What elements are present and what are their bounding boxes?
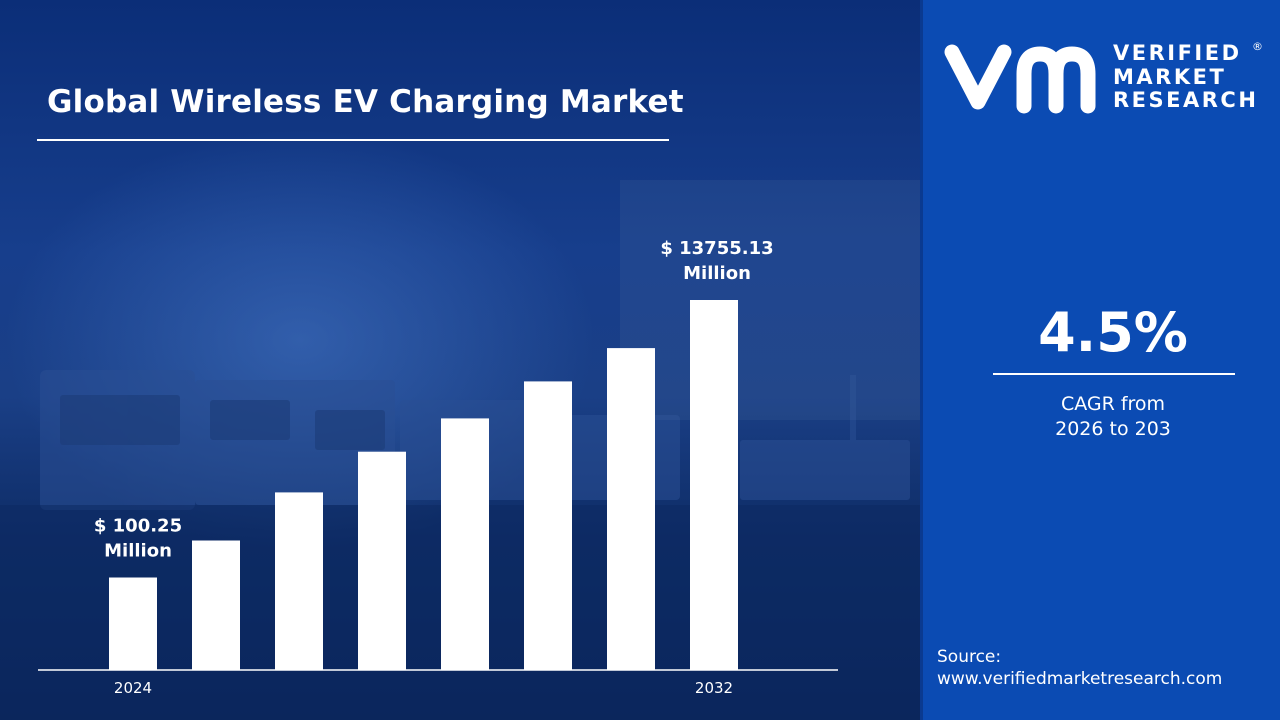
cagr-label: CAGR from 2026 to 203 (993, 392, 1233, 442)
data-label-7-line1: $ 13755.13 (660, 238, 773, 259)
bar-1 (192, 540, 240, 670)
data-label-7-line2: Million (683, 263, 751, 284)
bar-chart: $ 100.25 Million $ 13755.13 Million 2024 203… (38, 238, 838, 697)
cagr-divider (993, 373, 1235, 375)
title-underline (37, 139, 669, 141)
source-url: www.verifiedmarketresearch.com (937, 669, 1223, 689)
chart-title: Global Wireless EV Charging Market (47, 84, 684, 120)
bar-2 (275, 492, 323, 670)
verified-market-research-logo-icon (944, 44, 1096, 114)
registered-mark: ® (1252, 40, 1263, 53)
bar-3 (358, 451, 406, 670)
data-label-0-line2: Million (104, 541, 172, 562)
data-label-0-line1: $ 100.25 (94, 516, 182, 537)
source-label: Source: (937, 647, 1002, 667)
brand-line-research: RESEARCH (1113, 88, 1259, 112)
cagr-value: 4.5% (1038, 301, 1188, 364)
bar-7 (690, 300, 738, 670)
side-panel (920, 0, 1280, 720)
x-tick-label-2024: 2024 (114, 679, 152, 697)
background-panel: Global Wireless EV Charging Market $ 100… (0, 0, 920, 720)
brand-line-verified: VERIFIED (1113, 41, 1242, 65)
brand-line-market: MARKET (1113, 65, 1227, 89)
bar-0 (109, 577, 157, 670)
x-tick-label-2032: 2032 (695, 679, 733, 697)
bar-5 (524, 381, 572, 670)
cagr-label-line2: 2026 to 203 (1055, 418, 1171, 440)
bar-4 (441, 418, 489, 670)
bar-6 (607, 348, 655, 670)
cagr-label-line1: CAGR from (1060, 393, 1166, 415)
